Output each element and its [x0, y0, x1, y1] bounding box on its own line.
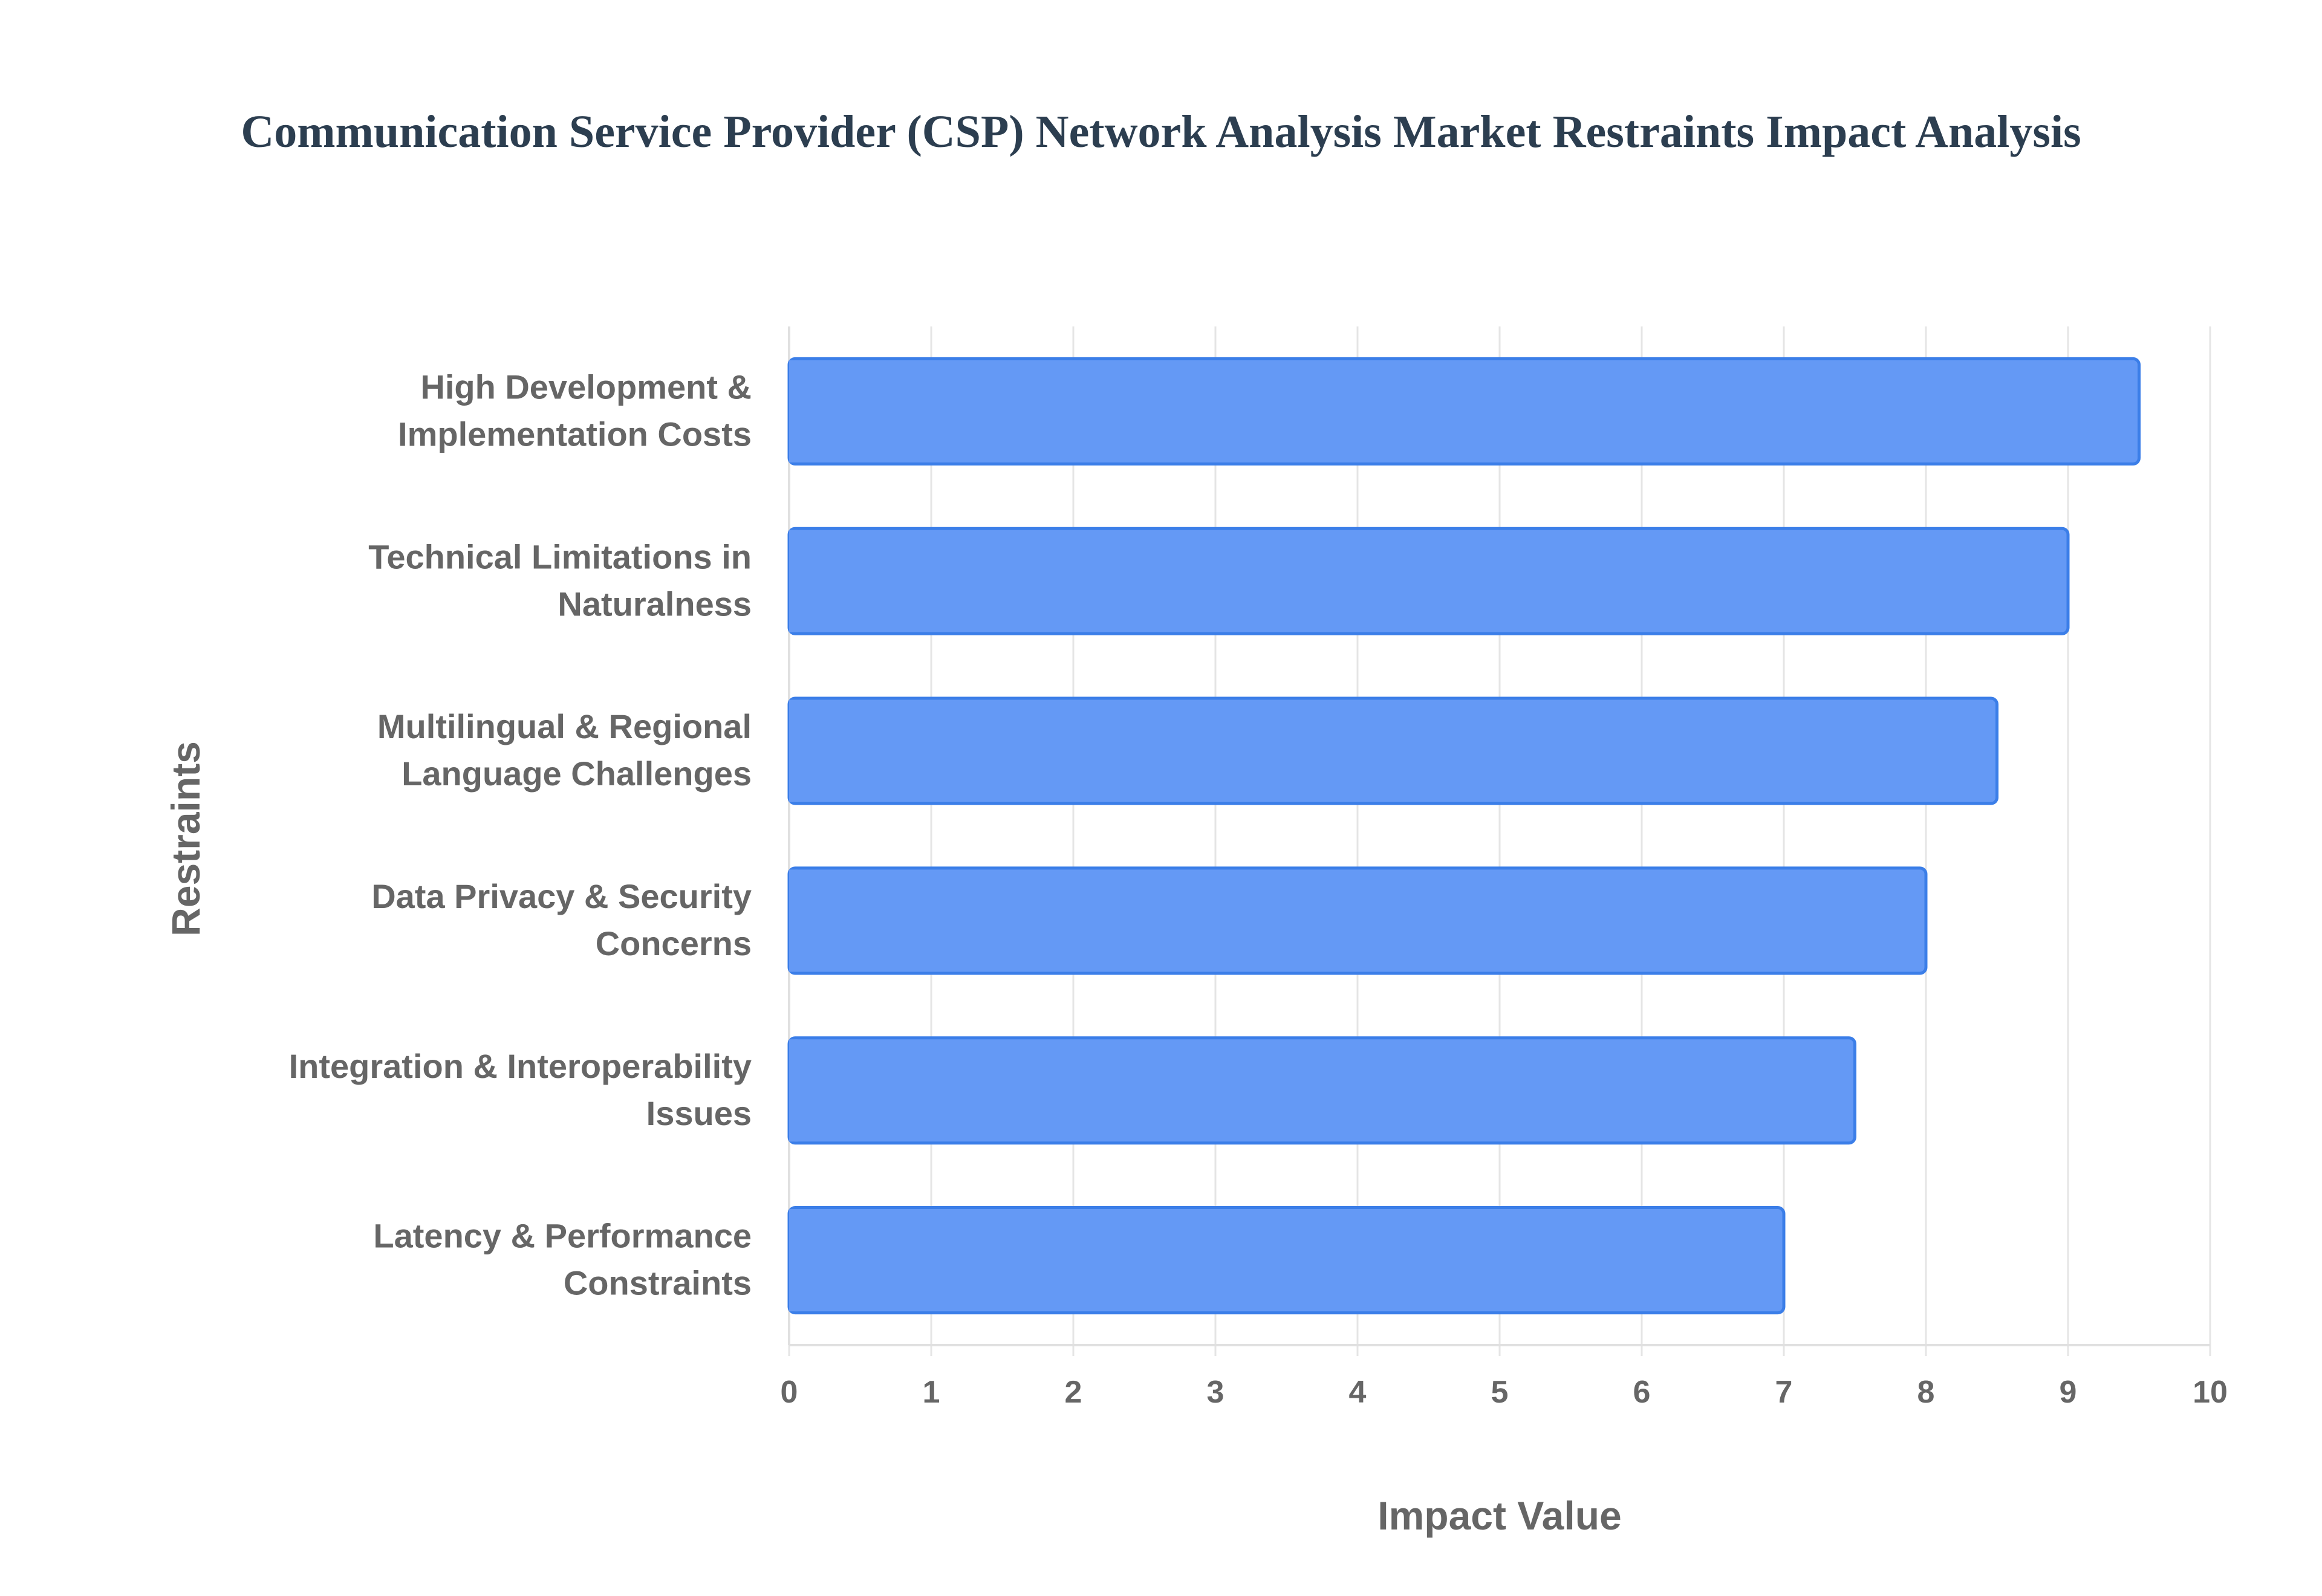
category-labels: High Development & Implementation Costs Te…: [289, 368, 752, 1302]
category-label: Technical Limitations in Naturalness: [368, 537, 752, 623]
x-tick-label: 2: [1065, 1375, 1082, 1410]
chart-title: Communication Service Provider (CSP) Net…: [241, 106, 2081, 157]
category-label: Data Privacy & Security Concerns: [371, 877, 752, 962]
x-tick-label: 8: [1917, 1375, 1935, 1410]
bar: [787, 866, 1928, 975]
x-tick-label: 10: [2193, 1375, 2228, 1410]
bar: [787, 1206, 1786, 1315]
x-tick-label: 3: [1207, 1375, 1224, 1410]
category-label: Multilingual & Regional Language Challeng…: [377, 707, 752, 793]
x-tick-label: 9: [2060, 1375, 2077, 1410]
bar-left-edge: [789, 1039, 798, 1142]
bar-left-edge: [789, 869, 798, 972]
bar: [787, 357, 2141, 465]
bar-left-edge: [789, 530, 798, 632]
category-label: High Development & Implementation Costs: [398, 368, 752, 453]
bar-left-edge: [789, 360, 798, 462]
x-tick-label: 6: [1633, 1375, 1651, 1410]
bar: [787, 696, 1998, 805]
bar-left-edge: [789, 699, 798, 802]
bar: [787, 1036, 1856, 1145]
y-axis-title: Restraints: [163, 741, 208, 936]
x-tick-label: 0: [781, 1375, 798, 1410]
x-tick-label: 7: [1775, 1375, 1793, 1410]
bars-layer: [787, 357, 2141, 1315]
category-label: Latency & Performance Constraints: [373, 1217, 752, 1302]
x-tick-label: 4: [1349, 1375, 1367, 1410]
bar-left-edge: [789, 1209, 798, 1312]
x-tick-label: 1: [923, 1375, 940, 1410]
bar: [787, 527, 2070, 635]
grid-layer: [788, 326, 2211, 1356]
category-label: Integration & Interoperability Issues: [289, 1047, 752, 1132]
x-tick-label: 5: [1491, 1375, 1509, 1410]
x-axis-title: Impact Value: [1377, 1493, 1622, 1538]
x-ticks: 0 1 2 3 4 5 6 7 8 9 10: [781, 1375, 2228, 1410]
